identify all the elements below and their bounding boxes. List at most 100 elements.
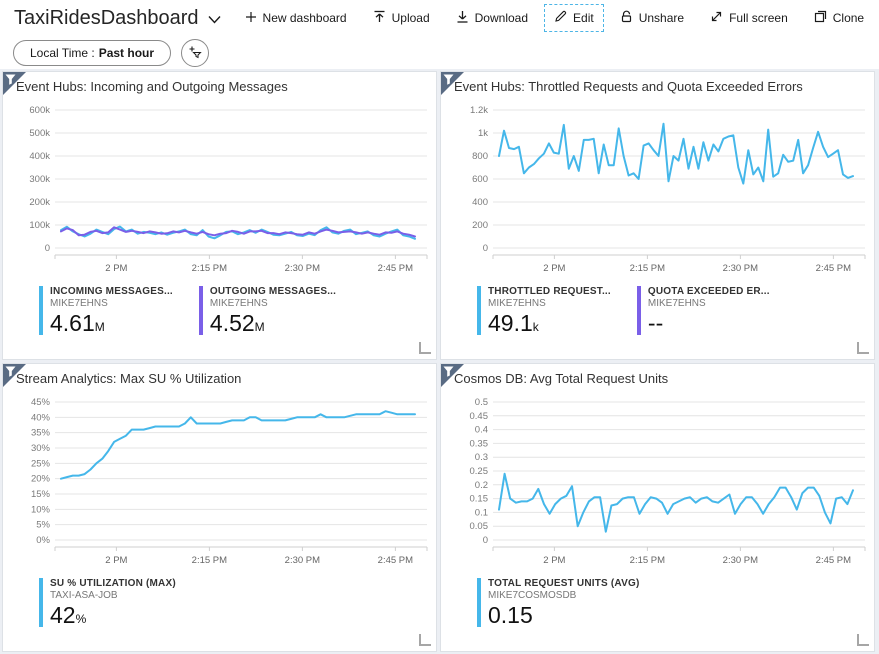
svg-text:2:15 PM: 2:15 PM [192, 555, 227, 566]
upload-button[interactable]: Upload [363, 4, 440, 32]
svg-text:2:15 PM: 2:15 PM [630, 263, 665, 274]
svg-text:45%: 45% [31, 397, 51, 408]
svg-text:30%: 30% [31, 443, 51, 454]
svg-text:200k: 200k [29, 197, 50, 208]
tile-resize-handle[interactable] [419, 342, 431, 354]
svg-text:2:30 PM: 2:30 PM [723, 555, 758, 566]
unshare-button[interactable]: Unshare [610, 4, 694, 32]
add-filter-button[interactable] [181, 38, 210, 67]
filter-bar: Local Time : Past hour [0, 36, 879, 69]
unshare-icon [620, 10, 633, 26]
svg-text:20%: 20% [31, 474, 51, 485]
clone-icon [814, 10, 827, 26]
tile-cosmosdb-ru[interactable]: Cosmos DB: Avg Total Request Units 0.5 0.… [440, 363, 875, 652]
svg-text:1.2k: 1.2k [470, 105, 488, 116]
svg-text:25%: 25% [31, 458, 51, 469]
svg-text:400k: 400k [29, 151, 50, 162]
line-chart-eventhubs-throttled: 1.2k 1k 800 600 400 200 0 2 PM 2:15 PM 2:30 PM 2:4… [470, 105, 866, 274]
tile-legend: TOTAL REQUEST UNITS (AVG) MIKE7COSMOSDB … [441, 578, 874, 628]
tile-eventhubs-throttled[interactable]: Event Hubs: Throttled Requests and Quota… [440, 71, 875, 360]
legend-metric-label: OUTGOING MESSAGES... [209, 286, 337, 297]
command-bar: TaxiRidesDashboard New dashboard Upload … [0, 0, 879, 36]
legend-metric-label: QUOTA EXCEEDED ER... [647, 286, 770, 297]
legend-item[interactable]: TOTAL REQUEST UNITS (AVG) MIKE7COSMOSDB … [477, 578, 640, 628]
tile-filter-badge-icon [441, 364, 464, 387]
svg-text:400: 400 [472, 197, 488, 208]
svg-text:0.25: 0.25 [470, 466, 489, 477]
svg-text:0.35: 0.35 [470, 438, 489, 449]
svg-text:2:15 PM: 2:15 PM [192, 263, 227, 274]
svg-text:0%: 0% [36, 535, 50, 546]
tile-resize-handle[interactable] [857, 634, 869, 646]
legend-resource: TAXI-ASA-JOB [50, 590, 118, 601]
tile-resize-handle[interactable] [857, 342, 869, 354]
download-icon [456, 10, 469, 26]
legend-value: 42% [50, 602, 87, 628]
svg-text:5%: 5% [36, 520, 50, 531]
legend-item[interactable]: INCOMING MESSAGES... MIKE7EHNS 4.61M [39, 286, 173, 336]
legend-value: -- [647, 310, 664, 336]
legend-metric-label: THROTTLED REQUEST... [488, 286, 611, 297]
legend-metric-label: INCOMING MESSAGES... [50, 286, 173, 297]
legend-item[interactable]: SU % UTILIZATION (MAX) TAXI-ASA-JOB 42% [39, 578, 176, 628]
line-chart-su-utilization: 45% 40% 35% 30% 25% 20% 15% 10% 5% 0% 2 PM 2:15 PM 2… [31, 397, 428, 566]
tile-resize-handle[interactable] [419, 634, 431, 646]
tile-stream-analytics-su[interactable]: Stream Analytics: Max SU % Utilization 4… [2, 363, 437, 652]
svg-text:2:45 PM: 2:45 PM [816, 263, 851, 274]
legend-color-bar [198, 286, 203, 336]
svg-text:800: 800 [472, 151, 488, 162]
svg-text:0.05: 0.05 [470, 521, 489, 532]
svg-text:0: 0 [45, 243, 50, 254]
svg-text:300k: 300k [29, 174, 50, 185]
tile-title: Event Hubs: Throttled Requests and Quota… [454, 79, 803, 94]
svg-text:2 PM: 2 PM [105, 263, 127, 274]
legend-item[interactable]: QUOTA EXCEEDED ER... MIKE7EHNS -- [636, 286, 770, 336]
svg-text:2:45 PM: 2:45 PM [816, 555, 851, 566]
edit-button[interactable]: Edit [544, 4, 604, 32]
svg-text:2:30 PM: 2:30 PM [723, 263, 758, 274]
tile-title: Event Hubs: Incoming and Outgoing Messag… [16, 79, 288, 94]
pencil-icon [554, 10, 567, 26]
svg-text:2:15 PM: 2:15 PM [630, 555, 665, 566]
tile-filter-badge-icon [441, 72, 464, 95]
svg-text:0: 0 [483, 243, 488, 254]
dashboard-grid: Event Hubs: Incoming and Outgoing Messag… [0, 69, 879, 654]
legend-color-bar [39, 578, 43, 628]
svg-text:2 PM: 2 PM [105, 555, 127, 566]
upload-icon [373, 10, 386, 26]
time-filter-pill[interactable]: Local Time : Past hour [13, 39, 172, 66]
new-dashboard-button[interactable]: New dashboard [235, 5, 357, 32]
legend-color-bar [477, 578, 481, 628]
download-button[interactable]: Download [446, 4, 538, 32]
tile-filter-badge-icon [3, 72, 26, 95]
svg-text:35%: 35% [31, 428, 51, 439]
legend-item[interactable]: OUTGOING MESSAGES... MIKE7EHNS 4.52M [198, 286, 337, 336]
tile-eventhubs-messages[interactable]: Event Hubs: Incoming and Outgoing Messag… [2, 71, 437, 360]
add-filter-icon [188, 44, 203, 62]
legend-value: 4.61M [50, 310, 105, 336]
clone-button[interactable]: Clone [804, 4, 874, 32]
legend-value: 0.15 [488, 602, 533, 628]
legend-value: 49.1k [488, 310, 539, 336]
svg-text:600k: 600k [29, 105, 50, 116]
tile-legend: INCOMING MESSAGES... MIKE7EHNS 4.61M OUT… [3, 286, 436, 336]
svg-text:2:45 PM: 2:45 PM [378, 555, 413, 566]
legend-resource: MIKE7EHNS [647, 298, 706, 309]
legend-resource: MIKE7EHNS [50, 298, 108, 309]
legend-resource: MIKE7EHNS [209, 298, 268, 309]
tile-legend: SU % UTILIZATION (MAX) TAXI-ASA-JOB 42% [3, 578, 436, 628]
svg-text:200: 200 [472, 220, 488, 231]
svg-text:2 PM: 2 PM [543, 555, 565, 566]
chevron-down-icon[interactable] [208, 15, 221, 24]
legend-metric-label: TOTAL REQUEST UNITS (AVG) [488, 578, 640, 589]
fullscreen-button[interactable]: Full screen [700, 4, 798, 32]
legend-item[interactable]: THROTTLED REQUEST... MIKE7EHNS 49.1k [477, 286, 611, 336]
legend-resource: MIKE7COSMOSDB [488, 590, 577, 601]
svg-text:0.3: 0.3 [475, 452, 488, 463]
svg-text:600: 600 [472, 174, 488, 185]
legend-metric-label: SU % UTILIZATION (MAX) [50, 578, 176, 589]
dashboard-title: TaxiRidesDashboard [14, 6, 199, 29]
svg-text:100k: 100k [29, 220, 50, 231]
svg-text:0.15: 0.15 [470, 494, 489, 505]
svg-text:10%: 10% [31, 504, 51, 515]
